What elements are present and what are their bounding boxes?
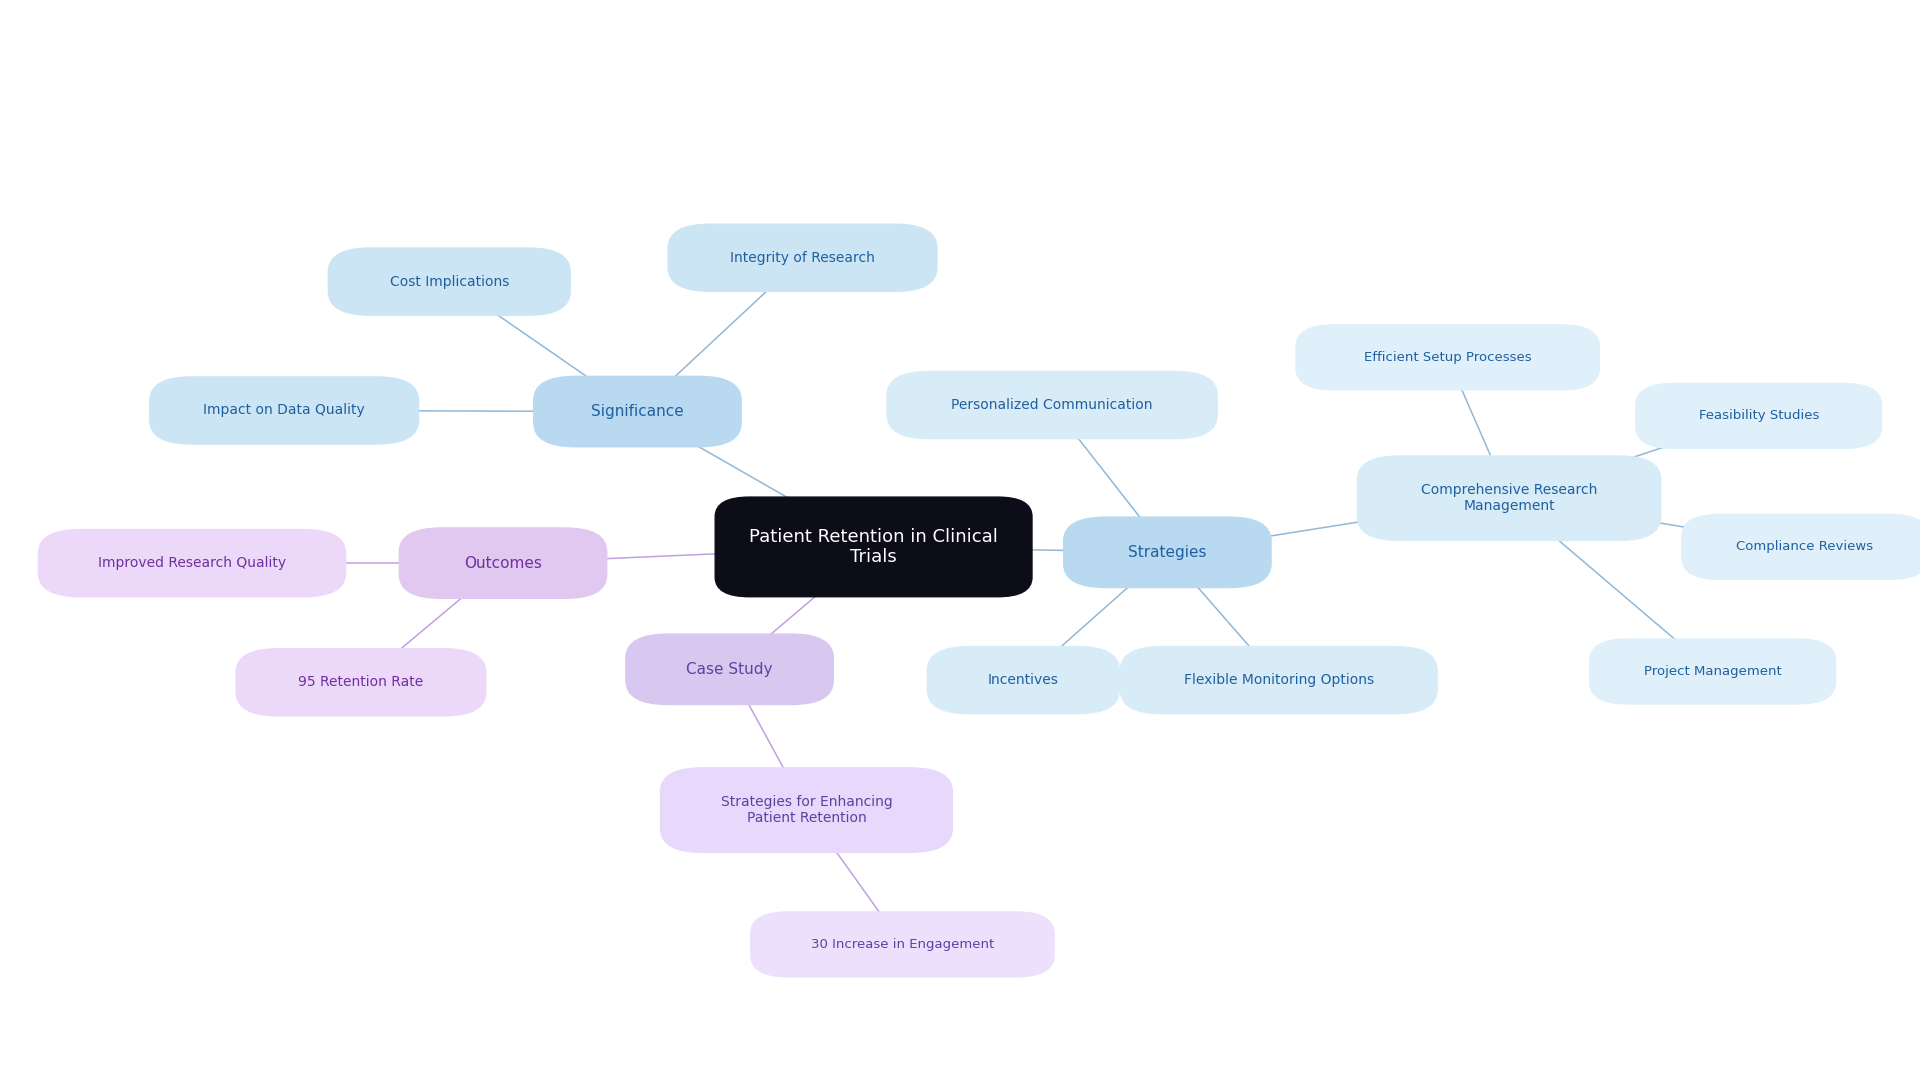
Text: Integrity of Research: Integrity of Research [730,251,876,264]
Text: Comprehensive Research
Management: Comprehensive Research Management [1421,483,1597,513]
Text: Flexible Monitoring Options: Flexible Monitoring Options [1183,674,1375,687]
Text: Compliance Reviews: Compliance Reviews [1736,540,1874,553]
FancyBboxPatch shape [150,377,419,444]
FancyBboxPatch shape [714,497,1033,597]
FancyBboxPatch shape [626,635,833,705]
FancyBboxPatch shape [751,912,1054,977]
Text: Case Study: Case Study [685,662,774,677]
FancyBboxPatch shape [38,530,346,597]
FancyBboxPatch shape [1064,518,1271,587]
Text: Improved Research Quality: Improved Research Quality [98,557,286,570]
FancyBboxPatch shape [399,529,607,599]
FancyBboxPatch shape [1636,383,1882,448]
FancyBboxPatch shape [1296,325,1599,390]
FancyBboxPatch shape [236,649,486,716]
FancyBboxPatch shape [1119,647,1436,714]
FancyBboxPatch shape [1590,639,1836,704]
Text: Personalized Communication: Personalized Communication [952,399,1152,412]
Text: Efficient Setup Processes: Efficient Setup Processes [1363,351,1532,364]
FancyBboxPatch shape [887,371,1217,439]
Text: 30 Increase in Engagement: 30 Increase in Engagement [810,938,995,951]
Text: Incentives: Incentives [989,674,1058,687]
Text: Strategies for Enhancing
Patient Retention: Strategies for Enhancing Patient Retenti… [720,795,893,825]
FancyBboxPatch shape [1682,514,1920,579]
FancyBboxPatch shape [927,647,1119,714]
FancyBboxPatch shape [534,376,741,446]
FancyBboxPatch shape [1357,456,1661,540]
FancyBboxPatch shape [660,768,952,852]
Text: Strategies: Strategies [1129,545,1206,560]
Text: Significance: Significance [591,404,684,419]
Text: 95 Retention Rate: 95 Retention Rate [298,676,424,689]
Text: Feasibility Studies: Feasibility Studies [1699,409,1818,422]
Text: Project Management: Project Management [1644,665,1782,678]
Text: Impact on Data Quality: Impact on Data Quality [204,404,365,417]
Text: Cost Implications: Cost Implications [390,275,509,288]
Text: Outcomes: Outcomes [465,556,541,571]
FancyBboxPatch shape [328,248,570,315]
Text: Patient Retention in Clinical
Trials: Patient Retention in Clinical Trials [749,527,998,566]
FancyBboxPatch shape [668,224,937,291]
